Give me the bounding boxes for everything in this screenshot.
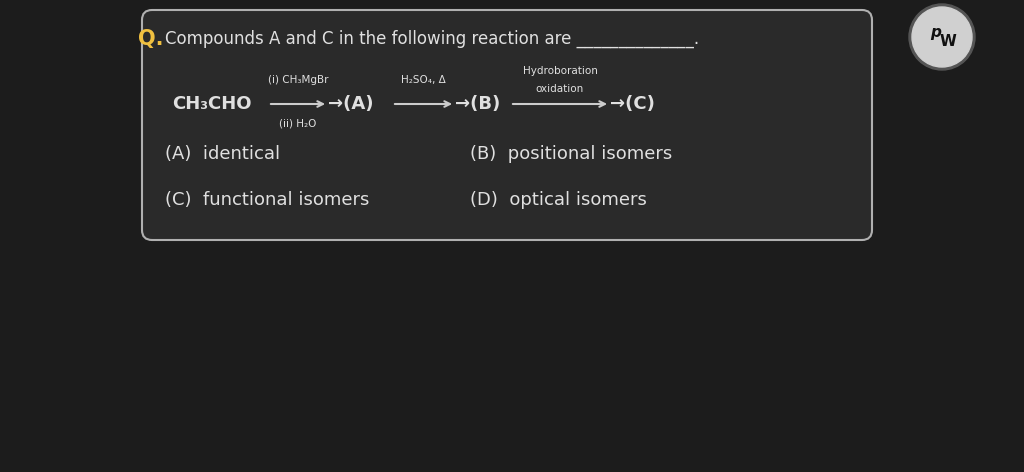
Text: →(A): →(A) xyxy=(328,95,374,113)
Text: Q.: Q. xyxy=(138,29,164,49)
Text: CH₃CHO: CH₃CHO xyxy=(172,95,252,113)
Text: (B)  positional isomers: (B) positional isomers xyxy=(470,145,672,163)
Text: (D)  optical isomers: (D) optical isomers xyxy=(470,191,647,209)
Text: W: W xyxy=(940,34,956,49)
Text: (ii) H₂O: (ii) H₂O xyxy=(280,119,316,129)
Text: →(C): →(C) xyxy=(610,95,655,113)
Text: →(B): →(B) xyxy=(455,95,501,113)
Text: oxidation: oxidation xyxy=(536,84,584,94)
FancyBboxPatch shape xyxy=(142,10,872,240)
Circle shape xyxy=(912,7,972,67)
Text: Hydroboration: Hydroboration xyxy=(522,66,597,76)
Text: (C)  functional isomers: (C) functional isomers xyxy=(165,191,370,209)
Text: (A)  identical: (A) identical xyxy=(165,145,281,163)
Text: H₂SO₄, Δ: H₂SO₄, Δ xyxy=(401,75,445,85)
Text: (i) CH₃MgBr: (i) CH₃MgBr xyxy=(267,75,329,85)
Text: p: p xyxy=(931,25,941,40)
Circle shape xyxy=(909,4,975,70)
Text: Compounds A and C in the following reaction are ______________.: Compounds A and C in the following react… xyxy=(165,30,699,48)
